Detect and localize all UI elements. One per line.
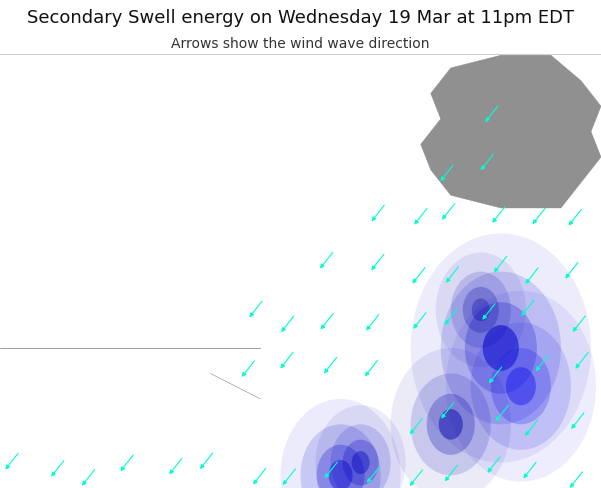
Text: Arrows show the wind wave direction: Arrows show the wind wave direction: [171, 37, 430, 51]
Circle shape: [471, 323, 571, 450]
Circle shape: [329, 460, 353, 488]
Circle shape: [439, 409, 463, 440]
Circle shape: [491, 348, 551, 425]
Circle shape: [281, 399, 401, 488]
Circle shape: [483, 325, 519, 371]
Polygon shape: [421, 56, 601, 208]
Circle shape: [331, 425, 391, 488]
Circle shape: [352, 451, 370, 474]
Circle shape: [463, 287, 499, 333]
Circle shape: [343, 440, 379, 486]
Circle shape: [465, 303, 537, 394]
Circle shape: [436, 253, 526, 367]
Circle shape: [472, 299, 490, 322]
Circle shape: [506, 367, 536, 406]
Circle shape: [300, 425, 380, 488]
Circle shape: [316, 406, 406, 488]
Text: Secondary Swell energy on Wednesday 19 Mar at 11pm EDT: Secondary Swell energy on Wednesday 19 M…: [27, 9, 574, 27]
Circle shape: [451, 272, 511, 348]
Circle shape: [427, 394, 475, 455]
Circle shape: [446, 291, 596, 482]
Circle shape: [410, 234, 591, 463]
Circle shape: [317, 445, 365, 488]
Circle shape: [410, 374, 491, 475]
Circle shape: [441, 272, 561, 425]
Circle shape: [391, 348, 511, 488]
